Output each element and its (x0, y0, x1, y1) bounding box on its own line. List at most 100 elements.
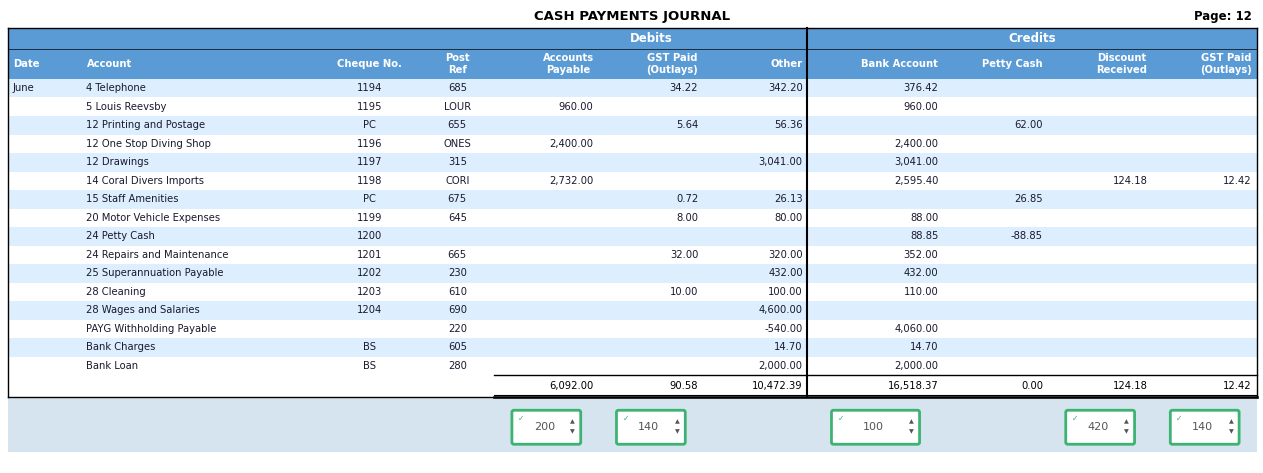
Text: 960.00: 960.00 (558, 102, 594, 112)
Text: 2,595.40: 2,595.40 (894, 176, 938, 186)
Text: ▲: ▲ (674, 420, 679, 425)
Text: PC: PC (364, 194, 376, 204)
Text: 14.70: 14.70 (909, 342, 938, 352)
Text: Credits: Credits (1009, 32, 1056, 45)
Text: 14.70: 14.70 (774, 342, 803, 352)
Text: 690: 690 (448, 305, 467, 315)
Text: ✓: ✓ (837, 414, 844, 423)
Text: 12.42: 12.42 (1224, 176, 1252, 186)
Bar (8, 153, 1257, 172)
Bar (8, 375, 1257, 397)
Text: 1199: 1199 (357, 213, 383, 223)
Text: LOUR: LOUR (443, 102, 471, 112)
Text: ▼: ▼ (1124, 430, 1129, 435)
Text: ✓: ✓ (1072, 414, 1079, 423)
Text: 80.00: 80.00 (774, 213, 803, 223)
Text: ▲: ▲ (571, 420, 575, 425)
Text: 5 Louis Reevsby: 5 Louis Reevsby (86, 102, 167, 112)
Text: 20 Motor Vehicle Expenses: 20 Motor Vehicle Expenses (86, 213, 221, 223)
Text: 4 Telephone: 4 Telephone (86, 83, 147, 93)
Bar (8, 97, 1257, 116)
Text: GST Paid
(Outlays): GST Paid (Outlays) (647, 53, 698, 75)
Text: 960.00: 960.00 (903, 102, 938, 112)
Text: 2,400.00: 2,400.00 (549, 139, 594, 149)
Bar (8, 264, 1257, 282)
Text: 1198: 1198 (357, 176, 383, 186)
Text: June: June (13, 83, 35, 93)
Text: ▼: ▼ (909, 430, 914, 435)
Bar (8, 301, 1257, 319)
Text: 352.00: 352.00 (903, 250, 938, 260)
Text: Post
Ref: Post Ref (445, 53, 470, 75)
Text: 16,518.37: 16,518.37 (888, 381, 938, 391)
Bar (8, 79, 1257, 97)
Text: 88.00: 88.00 (911, 213, 938, 223)
Text: 25 Superannuation Payable: 25 Superannuation Payable (86, 268, 224, 278)
Text: 230: 230 (448, 268, 467, 278)
Text: Discount
Received: Discount Received (1096, 53, 1148, 75)
Text: Bank Account: Bank Account (861, 59, 938, 69)
Text: Petty Cash: Petty Cash (983, 59, 1043, 69)
Text: GST Paid
(Outlays): GST Paid (Outlays) (1200, 53, 1252, 75)
Text: 2,000.00: 2,000.00 (894, 361, 938, 371)
Text: 1200: 1200 (357, 231, 383, 241)
Text: 1197: 1197 (357, 157, 383, 167)
Text: 2,732.00: 2,732.00 (549, 176, 594, 186)
Text: 280: 280 (448, 361, 467, 371)
Text: 1204: 1204 (357, 305, 383, 315)
Text: PC: PC (364, 120, 376, 130)
Text: 24 Repairs and Maintenance: 24 Repairs and Maintenance (86, 250, 229, 260)
Text: Accounts
Payable: Accounts Payable (543, 53, 594, 75)
Text: 24 Petty Cash: 24 Petty Cash (86, 231, 155, 241)
Bar (8, 172, 1257, 190)
Bar (8, 397, 1257, 452)
Text: 605: 605 (448, 342, 467, 352)
Text: 0.72: 0.72 (676, 194, 698, 204)
Bar (8, 134, 1257, 153)
Text: 2,400.00: 2,400.00 (894, 139, 938, 149)
Bar (8, 282, 1257, 301)
Text: 26.13: 26.13 (774, 194, 803, 204)
Text: 10,472.39: 10,472.39 (751, 381, 803, 391)
Text: 28 Wages and Salaries: 28 Wages and Salaries (86, 305, 201, 315)
Text: 0.00: 0.00 (1021, 381, 1043, 391)
Text: ▼: ▼ (674, 430, 679, 435)
Text: 1202: 1202 (357, 268, 383, 278)
FancyBboxPatch shape (616, 410, 686, 444)
Text: 10.00: 10.00 (669, 287, 698, 297)
Text: Bank Charges: Bank Charges (86, 342, 155, 352)
Text: Debits: Debits (629, 32, 672, 45)
Text: ✓: ✓ (623, 414, 629, 423)
Text: ✓: ✓ (518, 414, 524, 423)
Text: 432.00: 432.00 (904, 268, 938, 278)
Bar (8, 357, 1257, 375)
Text: ▲: ▲ (1229, 420, 1234, 425)
Text: 28 Cleaning: 28 Cleaning (86, 287, 147, 297)
Text: 14 Coral Divers Imports: 14 Coral Divers Imports (86, 176, 205, 186)
Text: 26.85: 26.85 (1014, 194, 1043, 204)
Text: 220: 220 (448, 324, 467, 334)
Text: 124.18: 124.18 (1113, 381, 1148, 391)
FancyBboxPatch shape (831, 410, 919, 444)
Text: 2,000.00: 2,000.00 (759, 361, 803, 371)
Text: Page: 12: Page: 12 (1194, 9, 1252, 23)
Text: 5.64: 5.64 (676, 120, 698, 130)
Text: 124.18: 124.18 (1113, 176, 1148, 186)
Text: CORI: CORI (445, 176, 470, 186)
Text: Cheque No.: Cheque No. (337, 59, 402, 69)
Text: 56.36: 56.36 (774, 120, 803, 130)
Bar (8, 319, 1257, 338)
Text: Other: Other (770, 59, 803, 69)
Bar (8, 227, 1257, 245)
Text: 4,060.00: 4,060.00 (894, 324, 938, 334)
Text: 34.22: 34.22 (669, 83, 698, 93)
Bar (8, 4, 1257, 28)
Bar (8, 209, 1257, 227)
Text: 100.00: 100.00 (768, 287, 803, 297)
Text: PAYG Withholding Payable: PAYG Withholding Payable (86, 324, 217, 334)
Text: 88.85: 88.85 (909, 231, 938, 241)
Text: 1201: 1201 (357, 250, 383, 260)
Text: 100: 100 (863, 422, 884, 432)
Text: -88.85: -88.85 (1010, 231, 1043, 241)
Text: 342.20: 342.20 (768, 83, 803, 93)
